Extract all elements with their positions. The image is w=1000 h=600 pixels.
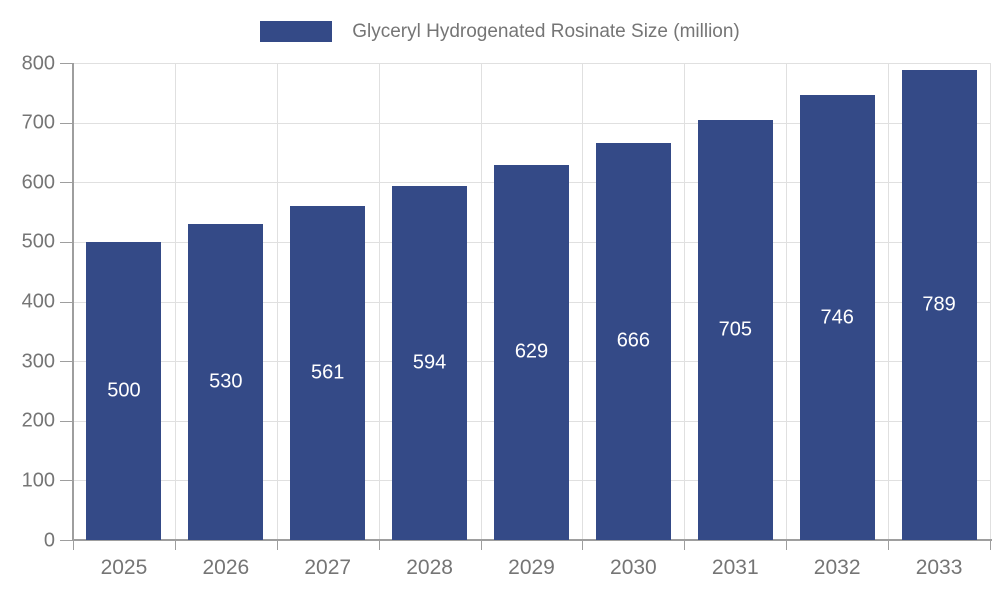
x-tick-mark — [276, 540, 278, 550]
bar-value-label: 561 — [311, 361, 345, 384]
x-gridline — [888, 63, 890, 540]
x-tick-mark — [582, 540, 584, 550]
x-tick-label: 2026 — [202, 556, 250, 579]
x-tick-label: 2032 — [813, 556, 861, 579]
x-tick-label: 2033 — [915, 556, 963, 579]
x-gridline — [582, 63, 584, 540]
x-tick-mark — [73, 540, 74, 550]
x-tick-mark — [990, 540, 991, 550]
bar-value-label: 530 — [209, 370, 243, 393]
legend-label: Glyceryl Hydrogenated Rosinate Size (mil… — [352, 21, 740, 42]
y-gridline — [73, 63, 990, 64]
bar-value-label: 629 — [514, 340, 549, 363]
x-gridline — [174, 63, 176, 540]
y-tick-mark — [60, 301, 73, 303]
y-tick-mark — [60, 361, 73, 363]
y-tick-label: 500 — [21, 230, 55, 253]
y-tick-mark — [60, 122, 73, 124]
bar-value-label: 705 — [718, 318, 752, 341]
bar-value-label: 594 — [412, 351, 447, 374]
y-tick-mark — [60, 540, 73, 541]
bar — [494, 164, 569, 540]
x-gridline — [480, 63, 482, 540]
y-tick-label: 600 — [21, 171, 55, 194]
y-tick-mark — [60, 63, 73, 64]
bar-value-label: 666 — [616, 329, 651, 352]
y-tick-mark — [60, 480, 73, 482]
x-tick-label: 2027 — [304, 556, 352, 579]
x-tick-label: 2025 — [100, 556, 148, 579]
bar — [188, 223, 264, 540]
bar — [799, 95, 875, 540]
bar-value-label: 789 — [922, 293, 956, 316]
x-tick-mark — [480, 540, 482, 550]
bar — [290, 205, 366, 540]
y-tick-mark — [60, 182, 73, 184]
bar — [595, 142, 671, 540]
bar — [392, 185, 468, 540]
legend-swatch — [260, 21, 333, 42]
bar — [901, 69, 977, 540]
y-tick-mark — [60, 420, 73, 422]
x-tick-mark — [684, 540, 686, 550]
y-tick-label: 300 — [21, 350, 55, 373]
y-tick-label: 400 — [21, 290, 55, 313]
x-tick-mark — [888, 540, 890, 550]
x-tick-mark — [786, 540, 788, 550]
x-tick-mark — [174, 540, 176, 550]
x-tick-label: 2028 — [406, 556, 453, 579]
x-tick-label: 2029 — [508, 556, 555, 579]
y-axis-line — [72, 63, 74, 540]
bar-value-label: 500 — [107, 379, 141, 402]
bar — [697, 119, 773, 540]
x-gridline — [276, 63, 278, 540]
y-tick-label: 100 — [21, 469, 55, 492]
legend: Glyceryl Hydrogenated Rosinate Size (mil… — [0, 20, 1000, 43]
x-gridline — [990, 63, 991, 540]
y-gridline — [73, 122, 990, 124]
x-gridline — [684, 63, 686, 540]
y-tick-label: 200 — [21, 409, 55, 432]
x-tick-mark — [378, 540, 380, 550]
bar-value-label: 746 — [820, 306, 854, 329]
x-axis-line — [73, 539, 992, 541]
y-tick-label: 800 — [21, 52, 55, 74]
x-tick-label: 2031 — [711, 556, 759, 579]
x-gridline — [378, 63, 380, 540]
bar — [86, 241, 162, 540]
x-gridline — [786, 63, 788, 540]
x-tick-label: 2030 — [610, 556, 657, 579]
y-tick-label: 700 — [21, 111, 55, 134]
y-tick-mark — [60, 241, 73, 243]
y-tick-label: 0 — [43, 529, 55, 551]
